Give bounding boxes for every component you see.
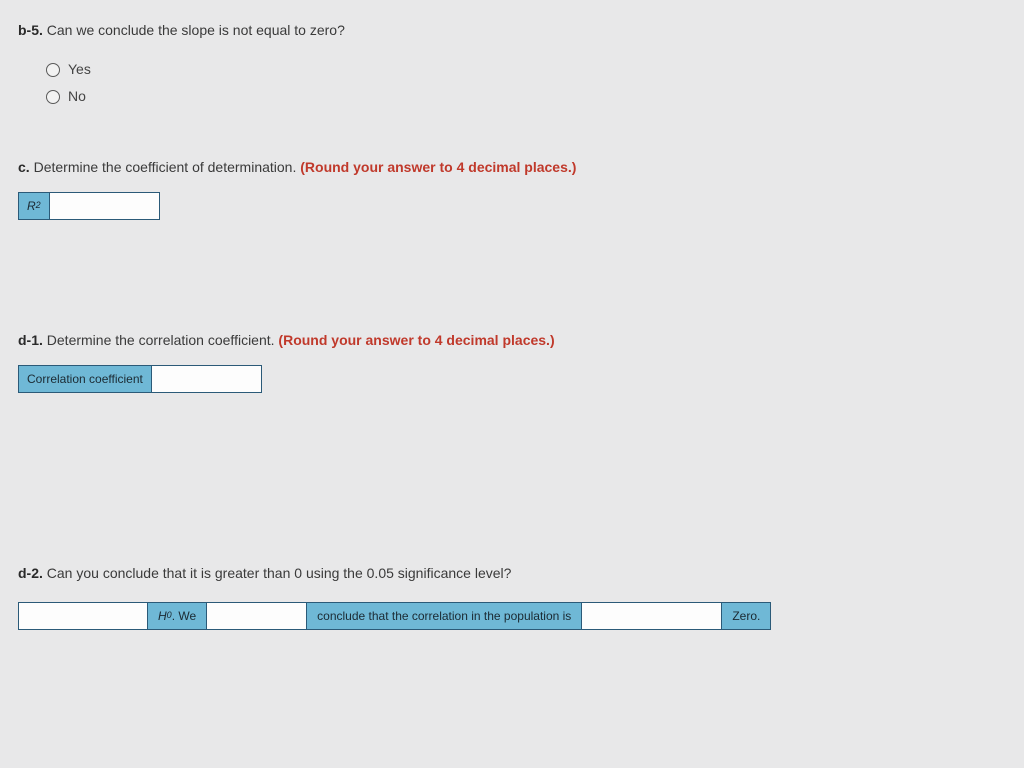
radio-circle-icon (46, 90, 60, 104)
radio-circle-icon (46, 63, 60, 77)
d2-blank3-input[interactable] (582, 602, 722, 630)
field-label-r2-r: R (27, 197, 36, 215)
r2-input[interactable] (50, 192, 160, 220)
question-d2-text: Can you conclude that it is greater than… (47, 565, 512, 581)
question-c-text: Determine the coefficient of determinati… (34, 159, 297, 175)
field-label-r2: R2 (18, 192, 50, 220)
d2-blank1-input[interactable] (18, 602, 148, 630)
d2-segment-2: conclude that the correlation in the pop… (307, 602, 582, 630)
d2-blank2-input[interactable] (207, 602, 307, 630)
d2-segment-1: H0. We (148, 602, 207, 630)
field-label-r2-sub: 2 (36, 199, 41, 213)
question-d1-hint: (Round your answer to 4 decimal places.) (278, 332, 554, 348)
radio-option-no[interactable]: No (46, 86, 1006, 107)
question-d2: d-2. Can you conclude that it is greater… (18, 563, 1006, 630)
question-d1-text: Determine the correlation coefficient. (47, 332, 275, 348)
answer-row-d2: H0. We conclude that the correlation in … (18, 602, 1006, 630)
question-c-label: c. (18, 159, 30, 175)
question-c-hint: (Round your answer to 4 decimal places.) (300, 159, 576, 175)
d2-seg1-h: H (158, 607, 167, 625)
d2-segment-3: Zero. (722, 602, 771, 630)
answer-row-c: R2 (18, 192, 1006, 220)
question-d2-label: d-2. (18, 565, 43, 581)
correlation-input[interactable] (152, 365, 262, 393)
question-d1-label: d-1. (18, 332, 43, 348)
radio-label-yes: Yes (68, 59, 91, 80)
radio-option-yes[interactable]: Yes (46, 59, 1006, 80)
d2-seg1-we: . We (172, 607, 196, 625)
question-d1: d-1. Determine the correlation coefficie… (18, 330, 1006, 393)
question-b5-label: b-5. (18, 22, 43, 38)
question-b5: b-5. Can we conclude the slope is not eq… (18, 20, 1006, 107)
radio-group-b5: Yes No (46, 59, 1006, 107)
question-c: c. Determine the coefficient of determin… (18, 157, 1006, 220)
field-label-correlation: Correlation coefficient (18, 365, 152, 393)
question-b5-text: Can we conclude the slope is not equal t… (47, 22, 345, 38)
radio-label-no: No (68, 86, 86, 107)
answer-row-d1: Correlation coefficient (18, 365, 1006, 393)
